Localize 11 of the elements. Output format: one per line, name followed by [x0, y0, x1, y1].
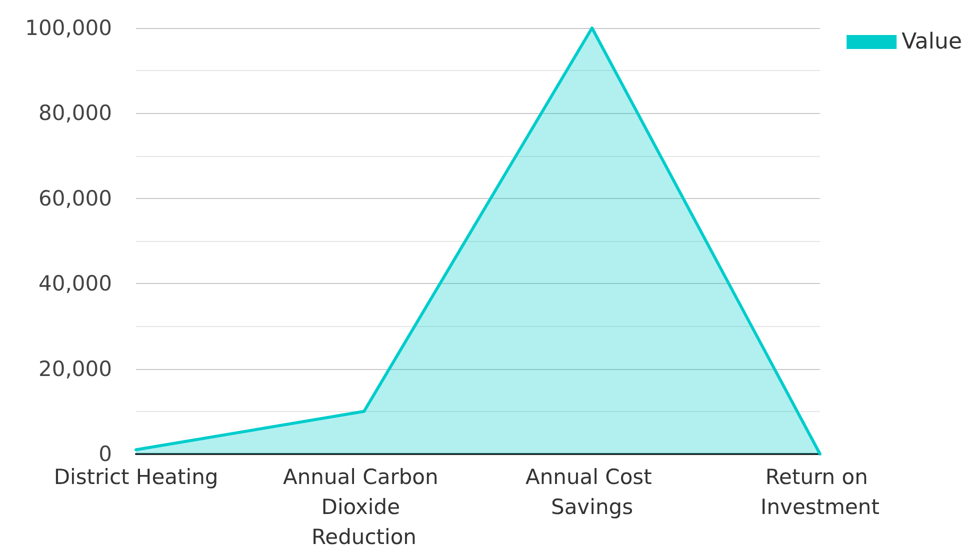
y-tick-label: 100,000	[25, 16, 112, 40]
y-tick-label: 20,000	[38, 356, 112, 381]
legend-label: Value	[902, 30, 962, 54]
x-tick-label: Return on Investment	[760, 465, 880, 519]
x-tick-label: District Heating	[54, 465, 218, 489]
x-tick-label: Annual Carbon Dioxide Reduction	[282, 465, 446, 549]
y-tick-label: 40,000	[38, 272, 112, 296]
y-tick-label: 0	[98, 442, 112, 466]
y-tick-label: 80,000	[38, 101, 112, 126]
y-tick-label: 60,000	[38, 186, 112, 210]
x-tick-label: Annual Cost Savings	[525, 465, 659, 519]
